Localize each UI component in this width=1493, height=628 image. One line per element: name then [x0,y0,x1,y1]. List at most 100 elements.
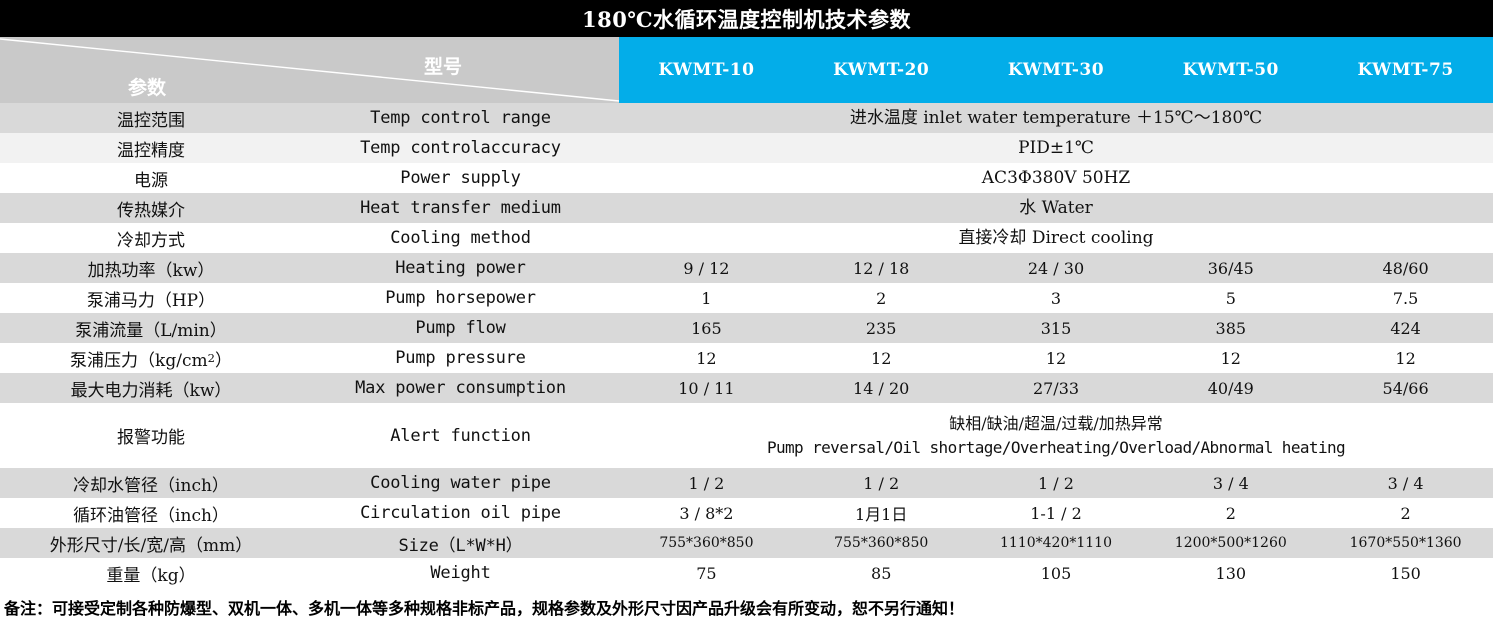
merged-value-cell: 直接冷却 Direct cooling [958,227,1154,248]
value-cell: 1 [701,288,712,308]
value-cell: 7.5 [1392,288,1419,308]
row-label-en: Temp control range [370,108,551,128]
row-label-cn: 泵浦压力（kg/cm 2） [70,350,232,371]
value-cell: 235 [865,318,897,338]
value-cell: 24 / 30 [1027,258,1085,278]
table-row: 电源 Power supply AC3Φ380V 50HZ [0,163,1493,193]
value-cells: 755*360*850 755*360*850 1110*420*1110 1200*… [619,528,1493,558]
row-label-en: Cooling method [390,228,531,248]
value-cell: 165 [691,318,722,338]
row-label-cn: 冷却方式 [117,230,185,251]
merged-value-line-cn: 缺相/缺油/超温/过载/加热异常 [949,414,1163,434]
row-label-cn: 传热媒介 [117,200,185,221]
row-label-cn: 冷却水管径（inch） [73,475,229,496]
table-row: 循环油管径（inch） Circulation oil pipe 3 / 8*2 1月… [0,498,1493,528]
value-cell: 3 / 4 [1212,473,1249,493]
model-header-kwmt-20: KWMT-20 [833,60,930,80]
row-label-en: Heat transfer medium [360,198,561,218]
value-cells: 12 12 12 12 12 [619,343,1493,373]
value-cells: 10 / 11 14 / 20 27/33 40/49 54/66 [619,373,1493,403]
value-cells: 1 / 2 1 / 2 1 / 2 3 / 4 3 / 4 [619,468,1493,498]
value-cell: 1110*420*1110 [1000,535,1112,551]
row-label-en: Circulation oil pipe [360,503,561,523]
merged-value-cell: 缺相/缺油/超温/过载/加热异常 Pump reversal/Oil shorta… [619,403,1493,468]
row-label-en: Pump flow [415,318,506,338]
table-row: 温控精度 Temp controlaccuracy PID±1℃ [0,133,1493,163]
row-label-cn: 最大电力消耗（kw） [70,380,232,401]
value-cell: 755*360*850 [659,535,754,551]
value-cell: 75 [696,563,717,583]
value-cell: 130 [1215,563,1247,583]
value-cell: 12 [1395,348,1416,368]
table-row: 传热媒介 Heat transfer medium 水 Water [0,193,1493,223]
value-cell: 12 [871,348,892,368]
value-cell: 1200*500*1260 [1174,535,1287,551]
value-cell: 12 / 18 [853,258,910,278]
value-cell: 12 [1220,348,1241,368]
merged-value-line-en: Pump reversal/Oil shortage/Overheating/O… [766,437,1346,457]
value-cells: 165 235 315 385 424 [619,313,1493,343]
row-label-cn: 重量（kg） [106,565,196,586]
merged-value-cell: 水 Water [1019,197,1093,218]
row-label-en: Heating power [395,258,526,278]
row-label-en: Cooling water pipe [370,473,551,493]
model-header-kwmt-50: KWMT-50 [1182,60,1279,80]
header-corner-cell: 参数 型号 [0,37,619,103]
value-cell: 755*360*850 [834,535,929,551]
row-label-cn: 加热功率（kw） [87,260,215,281]
merged-value-cell: PID±1℃ [1018,137,1094,158]
value-cell: 3 / 8*2 [679,503,734,523]
value-cell: 12 [1045,348,1067,368]
value-cell: 105 [1040,563,1072,583]
row-label-cn: 泵浦马力（HP） [86,290,216,311]
table-row: 冷却方式 Cooling method 直接冷却 Direct cooling [0,223,1493,253]
value-cell: 1 / 2 [688,473,725,493]
value-cell: 150 [1390,563,1421,583]
spec-rows: 温控范围 Temp control range 进水温度 inlet water t… [0,103,1493,588]
model-header-row: KWMT-10 KWMT-20 KWMT-30 KWMT-50 KWMT-75 [619,37,1493,103]
row-label-cn: 温控精度 [117,140,185,161]
row-label-en: Pump horsepower [385,288,536,308]
table-row: 重量（kg） Weight 75 85 105 130 150 [0,558,1493,588]
value-cell: 14 / 20 [853,378,910,398]
row-label-cn: 泵浦流量（L/min） [75,320,227,341]
row-label-cn: 外形尺寸/长/宽/高（mm） [49,535,253,556]
value-cell: 2 [1400,503,1411,523]
table-row: 温控范围 Temp control range 进水温度 inlet water t… [0,103,1493,133]
model-header-kwmt-10: KWMT-10 [658,60,755,80]
row-label-en: Temp controlaccuracy [360,138,561,158]
value-cells: 1 2 3 5 7.5 [619,283,1493,313]
table-header: 参数 型号 KWMT-10 KWMT-20 KWMT-30 KWMT-50 KWMT-7… [0,37,1493,103]
header-parameter-label: 参数 [128,77,167,99]
merged-value-cell: AC3Φ380V 50HZ [981,167,1131,188]
footnote-text: 备注：可接受定制各种防爆型、双机一体、多机一体等多种规格非标产品，规格参数及外形… [4,599,965,618]
header-model-label: 型号 [424,56,463,78]
value-cell: 1月1日 [855,505,908,524]
value-cells: 9 / 12 12 / 18 24 / 30 36/45 48/60 [619,253,1493,283]
row-label-en: Weight [430,563,491,583]
value-cell: 27/33 [1032,378,1080,398]
page-title-text: 180℃水循环温度控制机技术参数 [582,6,911,32]
value-cell: 3 / 4 [1387,473,1424,493]
page-title: 180℃水循环温度控制机技术参数 [0,0,1493,37]
table-row: 外形尺寸/长/宽/高（mm） Size（L*W*H） 755*360*850 755*… [0,528,1493,558]
value-cell: 9 / 12 [683,258,730,278]
row-label-en: Max power consumption [355,378,566,398]
value-cell: 12 [696,348,717,368]
value-cell: 1 / 2 [1038,473,1074,493]
value-cell: 48/60 [1382,258,1429,278]
table-row: 泵浦流量（L/min） Pump flow 165 235 315 385 424 [0,313,1493,343]
value-cell: 10 / 11 [678,378,735,398]
diagonal-divider-icon [0,38,619,102]
row-label-cn: 报警功能 [117,428,185,448]
value-cell: 5 [1225,288,1236,308]
row-label-cn: 温控范围 [117,110,185,131]
footnote: 备注：可接受定制各种防爆型、双机一体、多机一体等多种规格非标产品，规格参数及外形… [0,586,1493,628]
table-row: 报警功能 Alert function 缺相/缺油/超温/过载/加热异常 Pump r… [0,403,1493,468]
table-row: 加热功率（kw） Heating power 9 / 12 12 / 18 24 / 3… [0,253,1493,283]
table-row: 最大电力消耗（kw） Max power consumption 10 / 11 14… [0,373,1493,403]
model-header-kwmt-75: KWMT-75 [1357,60,1454,80]
value-cell: 3 [1050,288,1062,308]
value-cells: 75 85 105 130 150 [619,558,1493,588]
value-cell: 424 [1390,318,1421,338]
